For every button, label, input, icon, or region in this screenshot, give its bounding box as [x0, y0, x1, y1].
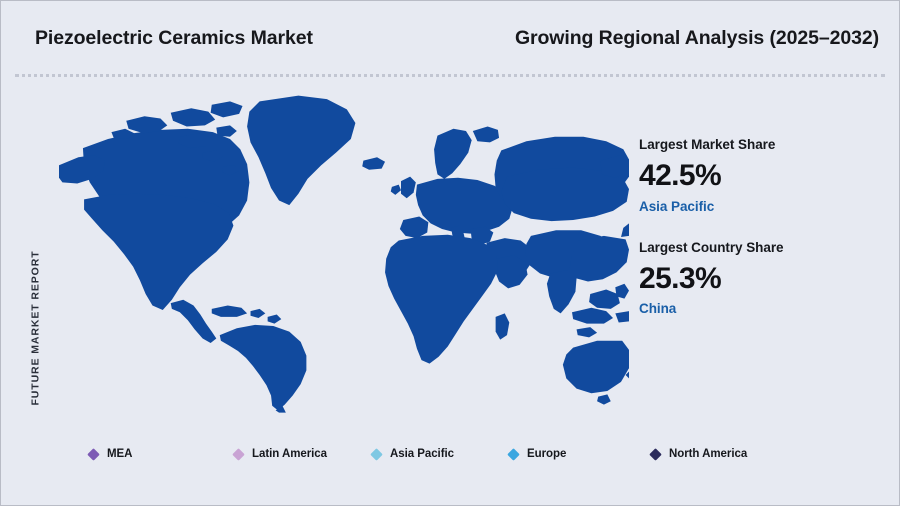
legend-marker-diamond-icon [370, 447, 383, 461]
legend-item-north-america: North America [649, 447, 748, 461]
vertical-brand-label: FUTURE MARKET REPORT [27, 233, 45, 423]
legend-label: Latin America [252, 448, 327, 460]
legend-marker-diamond-icon [649, 447, 662, 461]
legend-marker-diamond-icon [232, 447, 245, 461]
stat-region: Asia Pacific [639, 198, 715, 214]
stats-panel: Largest Market Share 42.5% Asia Pacific … [639, 137, 889, 316]
vertical-brand-text: FUTURE MARKET REPORT [30, 250, 42, 406]
legend-item-latin-america: Latin America [232, 447, 327, 461]
legend-item-europe: Europe [507, 447, 567, 461]
legend-item-mea: MEA [87, 447, 133, 461]
stat-label: Largest Market Share [639, 137, 776, 152]
world-map [59, 93, 629, 413]
legend-marker-diamond-icon [87, 447, 100, 461]
header-subtitle: Growing Regional Analysis (2025–2032) [514, 26, 879, 49]
card-header: Piezoelectric Ceramics Market Growing Re… [1, 1, 899, 75]
legend-label: MEA [107, 448, 133, 460]
legend-label: Europe [527, 448, 567, 460]
stat-label: Largest Country Share [639, 239, 784, 255]
stat-largest-country-share: Largest Country Share 25.3% China [639, 240, 889, 317]
header-divider [15, 74, 885, 77]
stat-region: China [639, 301, 677, 317]
stat-value: 25.3% [639, 261, 722, 295]
legend-marker-diamond-icon [507, 447, 520, 461]
legend-item-asia-pacific: Asia Pacific [370, 447, 454, 461]
stat-value: 42.5% [639, 159, 722, 192]
legend-label: North America [669, 448, 748, 460]
page-title: Piezoelectric Ceramics Market [35, 26, 313, 49]
stat-largest-market-share: Largest Market Share 42.5% Asia Pacific [639, 137, 889, 214]
map-landmasses [59, 95, 629, 413]
legend-label: Asia Pacific [390, 448, 454, 460]
world-map-svg [59, 95, 629, 413]
map-legend: MEA Latin America Asia Pacific Europe No… [87, 447, 789, 470]
